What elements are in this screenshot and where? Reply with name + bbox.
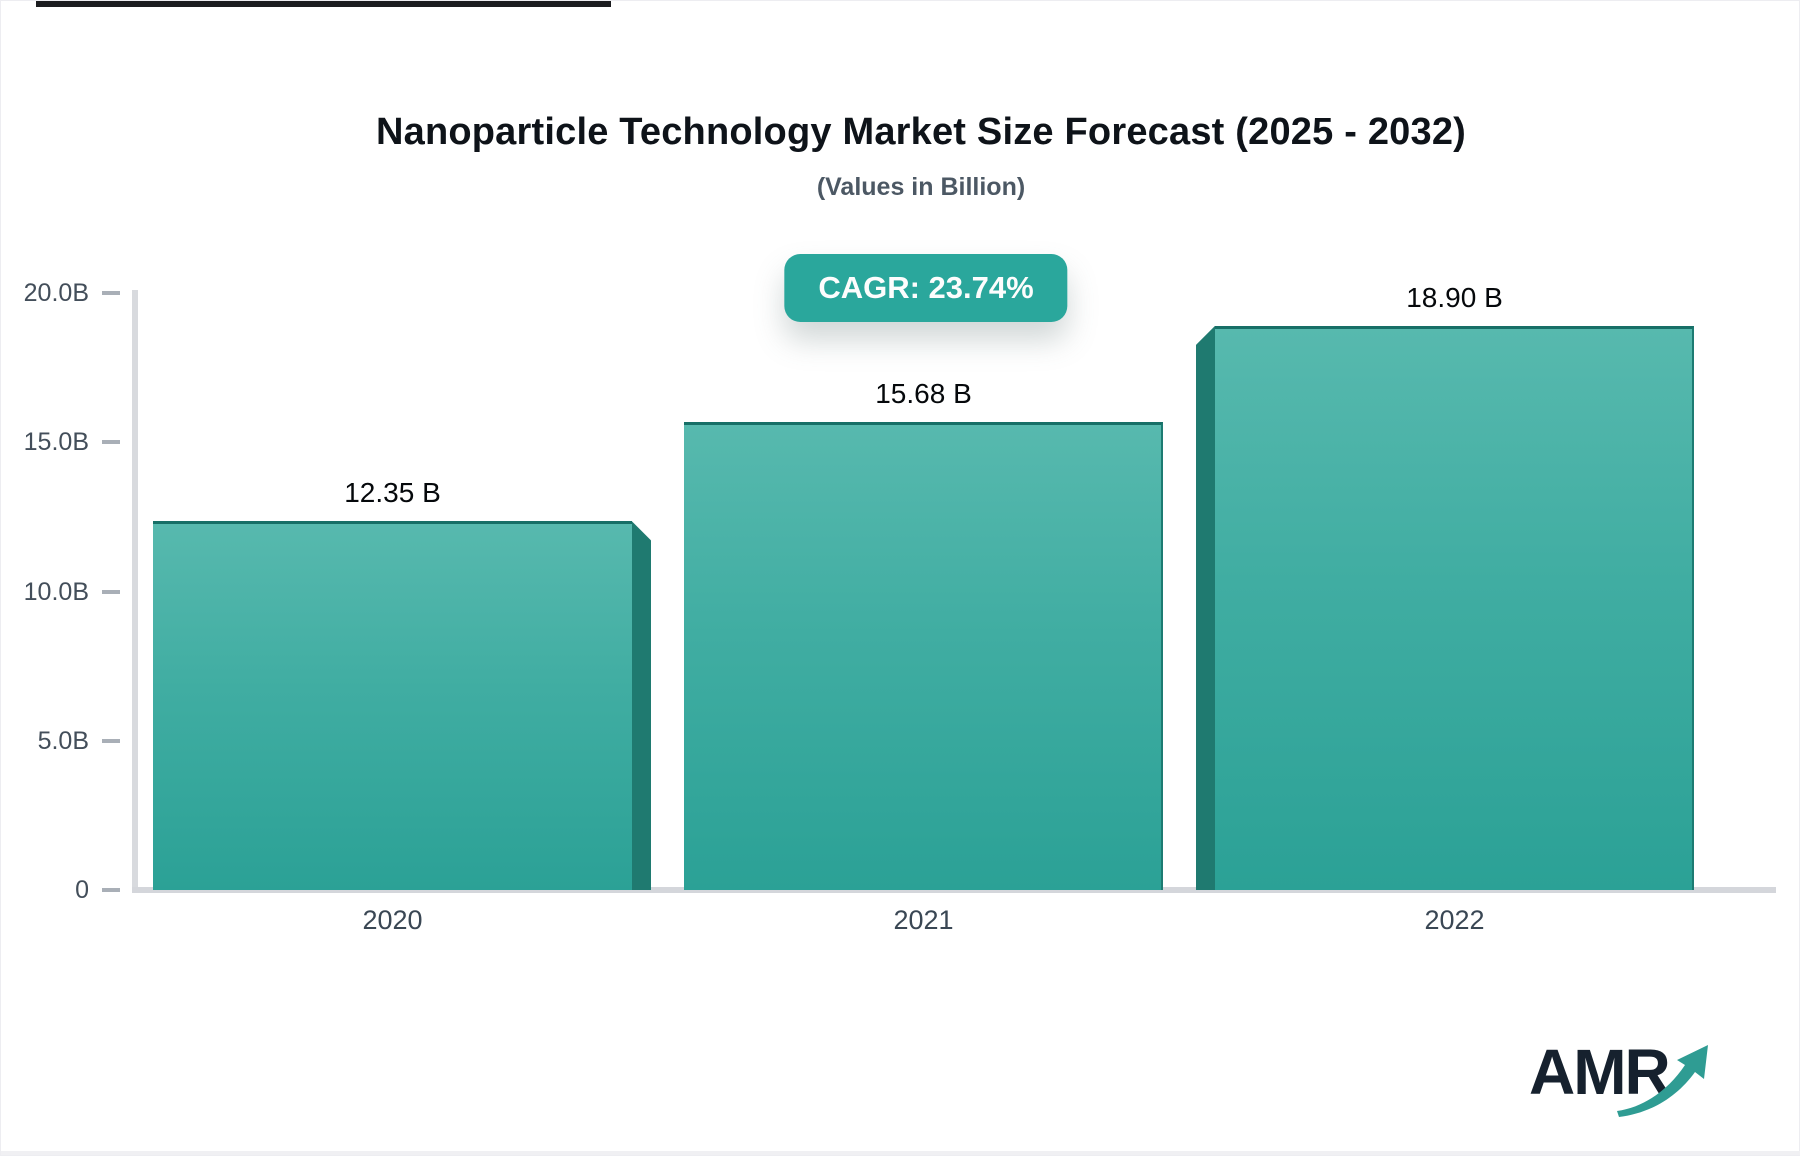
cagr-badge: CAGR: 23.74%: [784, 254, 1068, 322]
x-axis-label: 2021: [893, 905, 954, 935]
bar-2020: [153, 521, 632, 890]
amr-logo: AMR: [1529, 1029, 1729, 1119]
bar-side-shadow: [632, 521, 651, 890]
bar-value-label: 18.90 B: [1406, 281, 1503, 313]
x-axis-label: 2022: [1424, 905, 1485, 935]
y-tick-label: 5.0B: [37, 726, 89, 755]
y-tick-label: 10.0B: [23, 577, 89, 606]
x-axis-line: [132, 887, 1776, 893]
bar-value-label: 15.68 B: [875, 377, 972, 409]
bottom-edge-line: [1, 1151, 1800, 1155]
bar-2022: [1215, 325, 1694, 890]
chart-subtitle: (Values in Billion): [816, 173, 1026, 201]
y-tick-mark: [102, 291, 120, 295]
x-axis-label: 2020: [362, 905, 423, 935]
y-tick-label: 20.0B: [23, 279, 89, 307]
y-tick-mark: [102, 440, 120, 445]
chart-title: Nanoparticle Technology Market Size Fore…: [375, 111, 1467, 153]
y-tick-mark: [102, 888, 120, 892]
y-tick-mark: [102, 589, 120, 594]
y-tick-label: 15.0B: [23, 428, 89, 457]
bar-value-label: 12.35 B: [344, 477, 441, 509]
amr-logo-text: AMR: [1529, 1036, 1671, 1108]
y-tick-label: 0: [75, 876, 89, 904]
y-axis-line: [132, 290, 138, 891]
bar-2021: [684, 421, 1163, 890]
growth-arrow-icon: [1617, 1045, 1708, 1117]
bar-side-shadow: [1196, 325, 1215, 890]
top-accent-bar: [36, 1, 611, 7]
y-tick-mark: [102, 738, 120, 743]
